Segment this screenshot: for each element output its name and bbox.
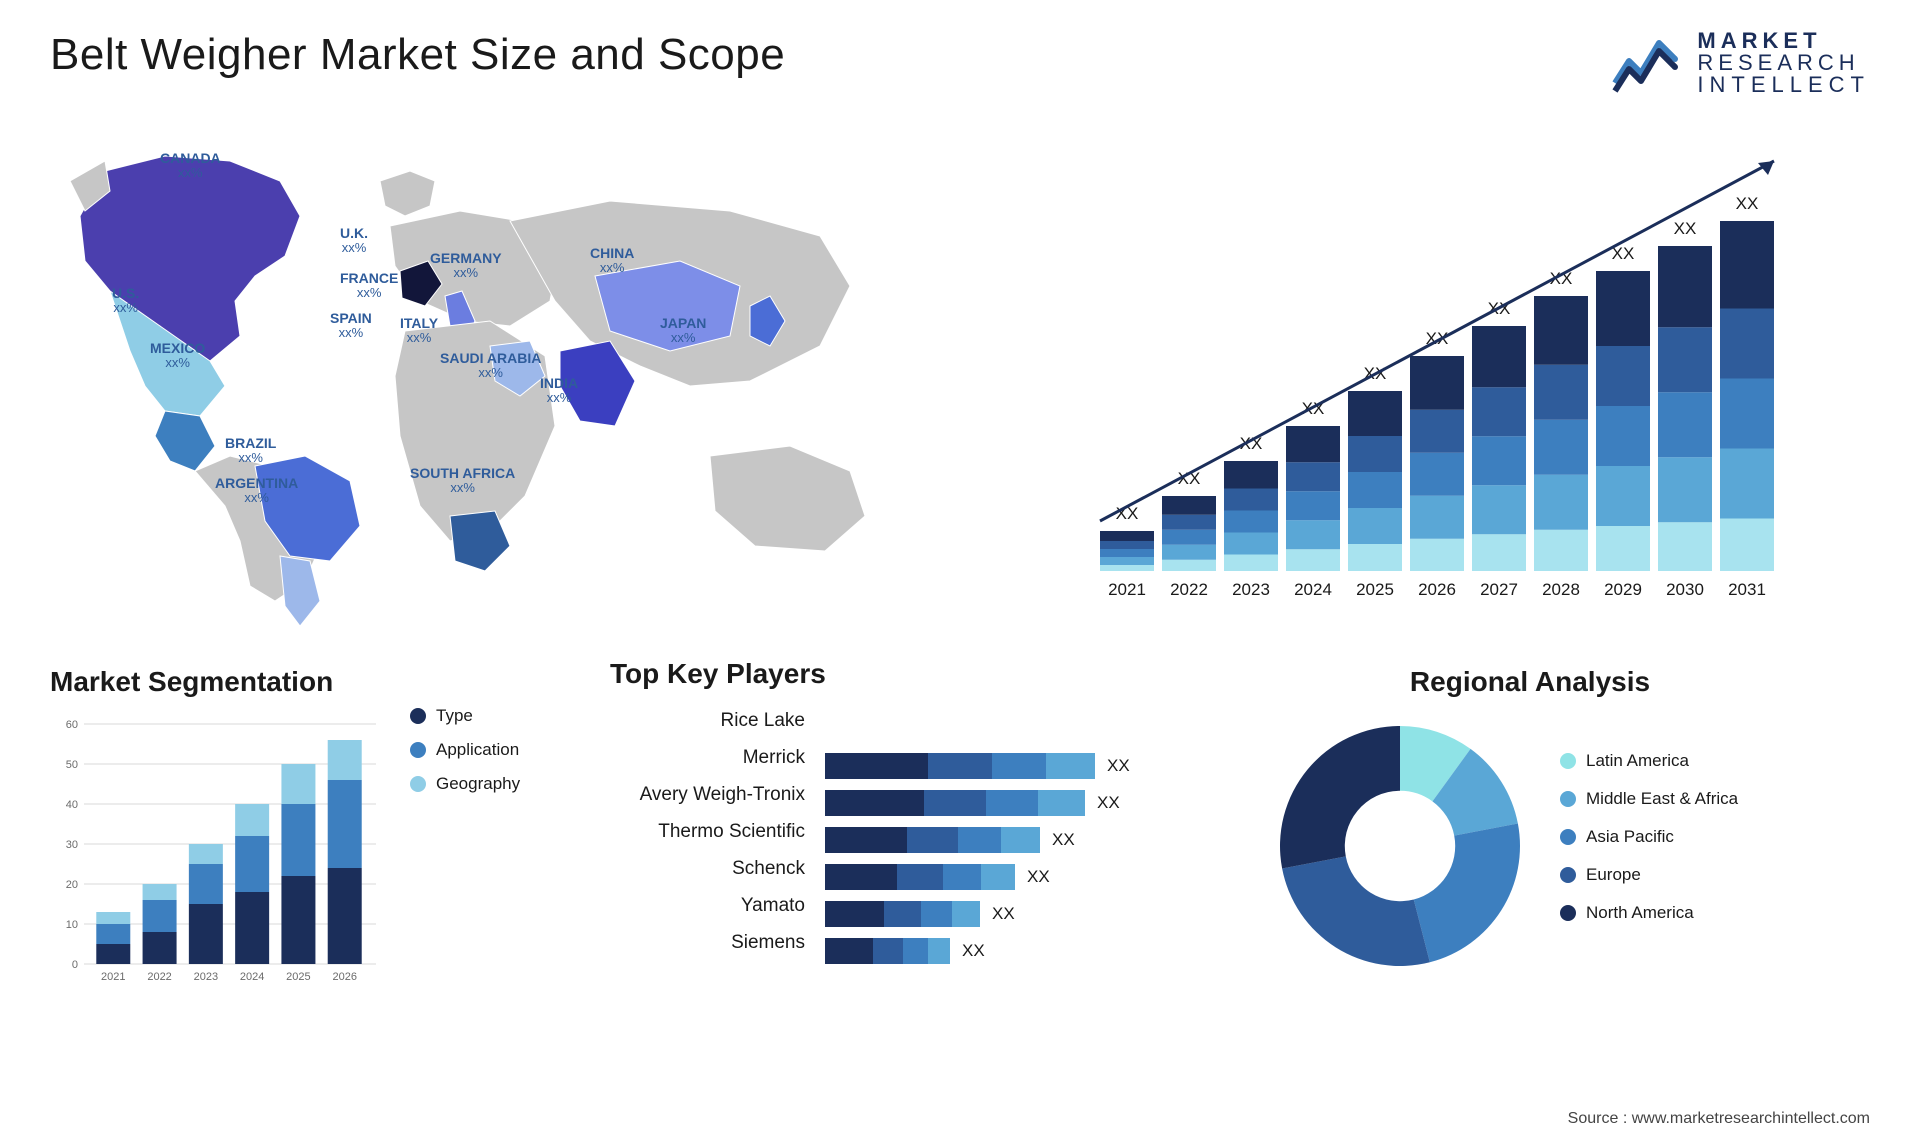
country-label: SOUTH AFRICAxx% xyxy=(410,466,515,496)
legend-item: Europe xyxy=(1560,865,1790,885)
svg-text:0: 0 xyxy=(72,959,78,971)
player-bar-row: XX xyxy=(825,932,1230,969)
country-label: INDIAxx% xyxy=(540,376,578,406)
svg-text:2029: 2029 xyxy=(1604,580,1642,599)
svg-text:60: 60 xyxy=(66,719,78,731)
svg-text:2026: 2026 xyxy=(332,971,356,983)
growth-chart: XX2021XX2022XX2023XX2024XX2025XX2026XX20… xyxy=(1010,126,1870,626)
legend-item: Geography xyxy=(410,774,570,794)
player-bar-row: XX xyxy=(825,784,1230,821)
segmentation-legend: Type Application Geography xyxy=(410,666,570,991)
regional-donut xyxy=(1270,716,1530,976)
country-label: ARGENTINAxx% xyxy=(215,476,298,506)
country-label: JAPANxx% xyxy=(660,316,706,346)
page-title: Belt Weigher Market Size and Scope xyxy=(50,30,785,80)
legend-item: Middle East & Africa xyxy=(1560,789,1790,809)
logo-line3: INTELLECT xyxy=(1697,74,1870,96)
country-label: U.K.xx% xyxy=(340,226,368,256)
logo-mark-icon xyxy=(1611,31,1683,95)
country-label: CANADAxx% xyxy=(160,151,221,181)
svg-text:2027: 2027 xyxy=(1480,580,1518,599)
player-label: Schenck xyxy=(610,850,805,887)
legend-item: Application xyxy=(410,740,570,760)
world-map: CANADAxx% U.S.xx% MEXICOxx% BRAZILxx% ARGENT… xyxy=(50,126,950,626)
svg-text:2030: 2030 xyxy=(1666,580,1704,599)
regional-legend: Latin America Middle East & Africa Asia Pa… xyxy=(1560,751,1790,941)
player-bar-row xyxy=(825,710,1230,747)
legend-item: Latin America xyxy=(1560,751,1790,771)
player-label: Merrick xyxy=(610,739,805,776)
svg-text:50: 50 xyxy=(66,759,78,771)
svg-text:2021: 2021 xyxy=(1108,580,1146,599)
legend-item: Asia Pacific xyxy=(1560,827,1790,847)
svg-text:2025: 2025 xyxy=(1356,580,1394,599)
segmentation-title: Market Segmentation xyxy=(50,666,390,698)
svg-text:2025: 2025 xyxy=(286,971,310,983)
svg-text:2022: 2022 xyxy=(1170,580,1208,599)
country-label: BRAZILxx% xyxy=(225,436,276,466)
svg-text:30: 30 xyxy=(66,839,78,851)
svg-text:2031: 2031 xyxy=(1728,580,1766,599)
country-label: ITALYxx% xyxy=(400,316,438,346)
svg-text:2022: 2022 xyxy=(147,971,171,983)
svg-text:2026: 2026 xyxy=(1418,580,1456,599)
country-label: MEXICOxx% xyxy=(150,341,205,371)
player-bar-row: XX xyxy=(825,858,1230,895)
player-bar-row: XX xyxy=(825,895,1230,932)
player-bar-row: XX xyxy=(825,821,1230,858)
legend-item: North America xyxy=(1560,903,1790,923)
svg-text:XX: XX xyxy=(1674,219,1697,238)
regional-title: Regional Analysis xyxy=(1270,666,1790,698)
player-label: Rice Lake xyxy=(610,702,805,739)
legend-item: Type xyxy=(410,706,570,726)
player-label: Siemens xyxy=(610,924,805,961)
source-attribution: Source : www.marketresearchintellect.com xyxy=(1568,1110,1870,1128)
svg-text:2024: 2024 xyxy=(1294,580,1332,599)
svg-text:40: 40 xyxy=(66,799,78,811)
player-label: Yamato xyxy=(610,887,805,924)
svg-text:2023: 2023 xyxy=(194,971,218,983)
brand-logo: MARKET RESEARCH INTELLECT xyxy=(1611,30,1870,96)
player-bar-row: XX xyxy=(825,747,1230,784)
segmentation-chart: 0 10 20 30 40 50 60 2021 2022 2023 2024 2025 2026 xyxy=(50,716,380,986)
svg-text:10: 10 xyxy=(66,919,78,931)
country-label: U.S.xx% xyxy=(112,286,139,316)
svg-text:XX: XX xyxy=(1736,194,1759,213)
country-label: SAUDI ARABIAxx% xyxy=(440,351,541,381)
logo-line1: MARKET xyxy=(1697,30,1870,52)
country-label: FRANCExx% xyxy=(340,271,398,301)
svg-text:2024: 2024 xyxy=(240,971,264,983)
svg-text:2023: 2023 xyxy=(1232,580,1270,599)
players-chart: XXXXXXXXXXXX xyxy=(825,710,1230,969)
svg-text:2028: 2028 xyxy=(1542,580,1580,599)
svg-text:2021: 2021 xyxy=(101,971,125,983)
svg-text:20: 20 xyxy=(66,879,78,891)
country-label: GERMANYxx% xyxy=(430,251,502,281)
player-label: Thermo Scientific xyxy=(610,813,805,850)
logo-line2: RESEARCH xyxy=(1697,52,1870,74)
player-label: Avery Weigh-Tronix xyxy=(610,776,805,813)
country-label: CHINAxx% xyxy=(590,246,634,276)
players-title: Top Key Players xyxy=(610,660,805,688)
country-label: SPAINxx% xyxy=(330,311,372,341)
